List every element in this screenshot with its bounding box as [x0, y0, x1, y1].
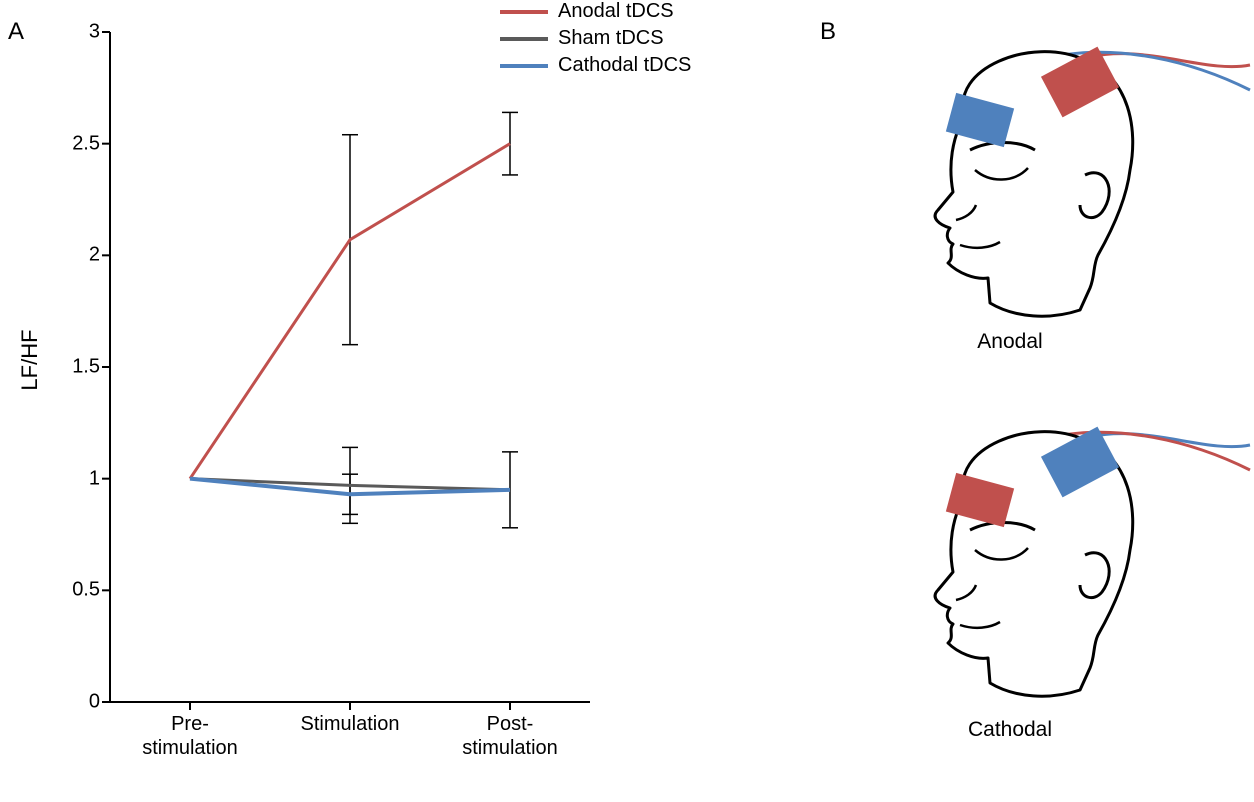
cathodal-head-svg — [880, 400, 1240, 720]
legend: Anodal tDCS Sham tDCS Cathodal tDCS — [500, 0, 691, 81]
legend-item: Anodal tDCS — [500, 0, 691, 23]
legend-swatch — [500, 64, 548, 68]
cathodal-head-label: Cathodal — [910, 718, 1110, 742]
ytick-label: 0 — [50, 691, 100, 714]
ytick-label: 2.5 — [50, 132, 100, 155]
legend-swatch — [500, 37, 548, 41]
cathodal-head-diagram — [880, 400, 1240, 725]
ytick-label: 0.5 — [50, 579, 100, 602]
chart-svg — [90, 22, 600, 722]
xtick-label: Stimulation — [265, 712, 435, 736]
ytick-label: 1.5 — [50, 356, 100, 379]
xtick-label: Pre-stimulation — [105, 712, 275, 760]
ytick-label: 3 — [50, 21, 100, 44]
ytick-label: 1 — [50, 467, 100, 490]
legend-label: Sham tDCS — [558, 27, 664, 50]
panel-a-label: A — [8, 18, 24, 46]
y-axis-label: LF/HF — [17, 329, 43, 390]
panel-b-label: B — [820, 18, 836, 46]
legend-swatch — [500, 10, 548, 14]
figure: A B LF/HF Anodal tDCS Sham tDCS Cathodal t… — [0, 0, 1254, 802]
legend-label: Anodal tDCS — [558, 0, 674, 23]
legend-label: Cathodal tDCS — [558, 54, 691, 77]
anodal-head-svg — [880, 20, 1240, 340]
legend-item: Cathodal tDCS — [500, 54, 691, 77]
anodal-head-label: Anodal — [910, 330, 1110, 354]
legend-item: Sham tDCS — [500, 27, 691, 50]
anodal-head-diagram — [880, 20, 1240, 345]
ytick-label: 2 — [50, 244, 100, 267]
line-chart — [90, 22, 600, 722]
xtick-label: Post-stimulation — [425, 712, 595, 760]
